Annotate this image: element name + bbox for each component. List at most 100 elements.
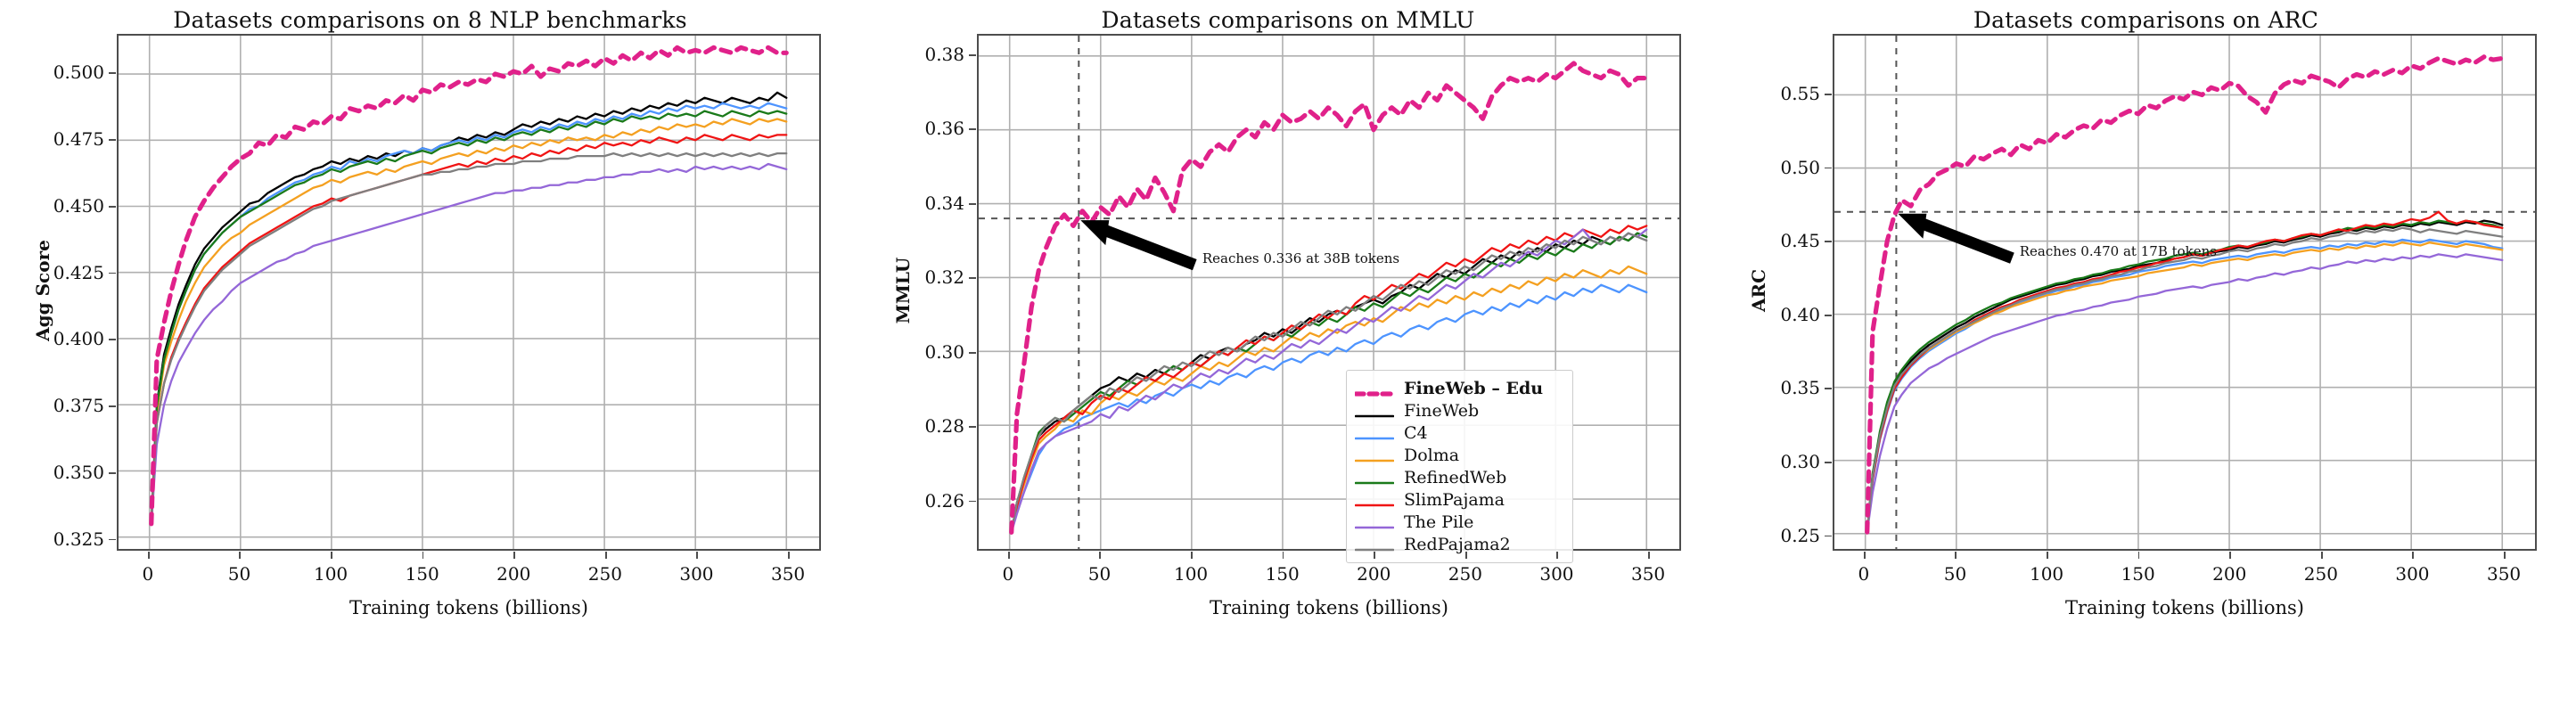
x-tick-mark — [604, 552, 607, 559]
y-tick-mark — [969, 351, 976, 354]
x-tick-mark — [1282, 552, 1284, 559]
legend-item-7[interactable]: RedPajama2 — [1355, 533, 1563, 555]
x-tick-mark — [1556, 552, 1559, 559]
y-tick-mark — [109, 339, 116, 341]
chart-panel-arc: Datasets comparisons on ARC ARC Training… — [1716, 0, 2576, 704]
y-tick-mark — [1825, 388, 1832, 390]
annotation-text-1: Reaches 0.336 at 38B tokens — [1202, 250, 1400, 266]
plot-svg-0 — [119, 36, 819, 549]
y-tick-label: 0.28 — [924, 415, 964, 438]
x-tick-mark — [2229, 552, 2232, 559]
y-tick-label: 0.32 — [924, 266, 964, 289]
y-tick-label: 0.50 — [1780, 156, 1820, 178]
x-tick-mark — [2504, 552, 2506, 559]
legend-item-label: RefinedWeb — [1404, 467, 1507, 487]
y-tick-label: 0.38 — [924, 43, 964, 65]
x-tick-label: 150 — [2121, 563, 2155, 585]
y-tick-label: 0.40 — [1780, 303, 1820, 325]
chart-panel-mmlu: Datasets comparisons on MMLU MMLU Traini… — [860, 0, 1716, 704]
x-tick-label: 0 — [142, 563, 154, 585]
x-tick-label: 250 — [2303, 563, 2338, 585]
y-tick-label: 0.30 — [1780, 451, 1820, 473]
x-tick-label: 100 — [1173, 563, 1209, 585]
x-tick-label: 50 — [1943, 563, 1967, 585]
y-tick-label: 0.450 — [53, 194, 104, 217]
y-tick-mark — [969, 500, 976, 503]
x-tick-label: 150 — [1265, 563, 1300, 585]
x-tick-label: 250 — [1448, 563, 1482, 585]
plot-svg-2 — [1834, 36, 2535, 549]
plot-area-0 — [117, 34, 821, 551]
x-tick-mark — [788, 552, 790, 559]
y-tick-label: 0.325 — [53, 528, 104, 550]
y-tick-label: 0.400 — [53, 328, 104, 350]
x-tick-mark — [1191, 552, 1193, 559]
x-tick-label: 200 — [2212, 563, 2247, 585]
y-tick-mark — [969, 277, 976, 280]
y-tick-mark — [109, 471, 116, 474]
x-tick-mark — [1863, 552, 1866, 559]
plot-area-2 — [1833, 34, 2537, 551]
x-tick-mark — [422, 552, 424, 559]
y-tick-label: 0.34 — [924, 192, 964, 214]
y-tick-label: 0.25 — [1780, 524, 1820, 546]
plot-svg-1 — [979, 36, 1679, 549]
x-tick-mark — [2047, 552, 2048, 559]
y-tick-label: 0.26 — [924, 489, 964, 512]
y-tick-mark — [969, 53, 976, 56]
x-tick-label: 50 — [1087, 563, 1112, 585]
x-tick-label: 100 — [2029, 563, 2064, 585]
y-tick-label: 0.30 — [924, 340, 964, 363]
x-tick-mark — [1374, 552, 1376, 559]
x-tick-label: 350 — [1630, 563, 1666, 585]
legend-item-2[interactable]: C4 — [1355, 422, 1563, 444]
y-tick-mark — [1825, 167, 1832, 169]
y-tick-mark — [109, 538, 116, 541]
y-tick-label: 0.36 — [924, 118, 964, 140]
x-tick-label: 150 — [405, 563, 439, 585]
x-tick-mark — [239, 552, 242, 559]
legend-item-4[interactable]: RefinedWeb — [1355, 466, 1563, 488]
x-tick-label: 350 — [2486, 563, 2522, 585]
plot-area-1 — [977, 34, 1681, 551]
y-tick-mark — [969, 426, 976, 428]
legend-item-label: RedPajama2 — [1404, 534, 1511, 554]
y-tick-mark — [1825, 241, 1832, 242]
legend-item-label: C4 — [1404, 422, 1428, 443]
x-tick-label: 250 — [587, 563, 622, 585]
legend-item-6[interactable]: The Pile — [1355, 511, 1563, 533]
x-tick-label: 0 — [1002, 563, 1014, 585]
y-tick-label: 0.55 — [1780, 82, 1820, 104]
x-tick-label: 200 — [1357, 563, 1391, 585]
y-tick-label: 0.475 — [53, 128, 104, 151]
legend-item-1[interactable]: FineWeb — [1355, 399, 1563, 422]
x-tick-label: 0 — [1858, 563, 1870, 585]
y-tick-mark — [109, 72, 116, 75]
y-tick-mark — [109, 272, 116, 274]
legend-item-label: The Pile — [1404, 512, 1474, 532]
y-tick-label: 0.35 — [1780, 377, 1820, 399]
legend-item-3[interactable]: Dolma — [1355, 444, 1563, 466]
x-tick-label: 300 — [2395, 563, 2430, 585]
y-tick-mark — [109, 139, 116, 141]
legend-item-0[interactable]: FineWeb – Edu — [1355, 377, 1563, 399]
legend-item-label: Dolma — [1404, 445, 1460, 465]
x-tick-mark — [1648, 552, 1650, 559]
x-tick-mark — [1007, 552, 1010, 559]
x-axis-label-1: Training tokens (billions) — [1209, 597, 1449, 618]
x-tick-mark — [1099, 552, 1102, 559]
x-axis-label-2: Training tokens (billions) — [2064, 597, 2305, 618]
x-tick-mark — [147, 552, 150, 559]
annotation-text-2: Reaches 0.470 at 17B tokens — [2019, 243, 2217, 260]
legend-item-5[interactable]: SlimPajama — [1355, 488, 1563, 511]
x-tick-label: 200 — [496, 563, 531, 585]
x-tick-label: 300 — [1539, 563, 1574, 585]
x-tick-mark — [1955, 552, 1957, 559]
y-tick-mark — [1825, 93, 1832, 95]
legend-item-label: FineWeb – Edu — [1404, 378, 1544, 398]
y-tick-label: 0.350 — [53, 461, 104, 483]
y-tick-mark — [109, 205, 116, 208]
series-legend[interactable]: FineWeb – Edu FineWeb C4 Dolma RefinedWeb Sli… — [1346, 370, 1573, 563]
x-tick-mark — [2412, 552, 2415, 559]
y-tick-mark — [969, 128, 976, 131]
